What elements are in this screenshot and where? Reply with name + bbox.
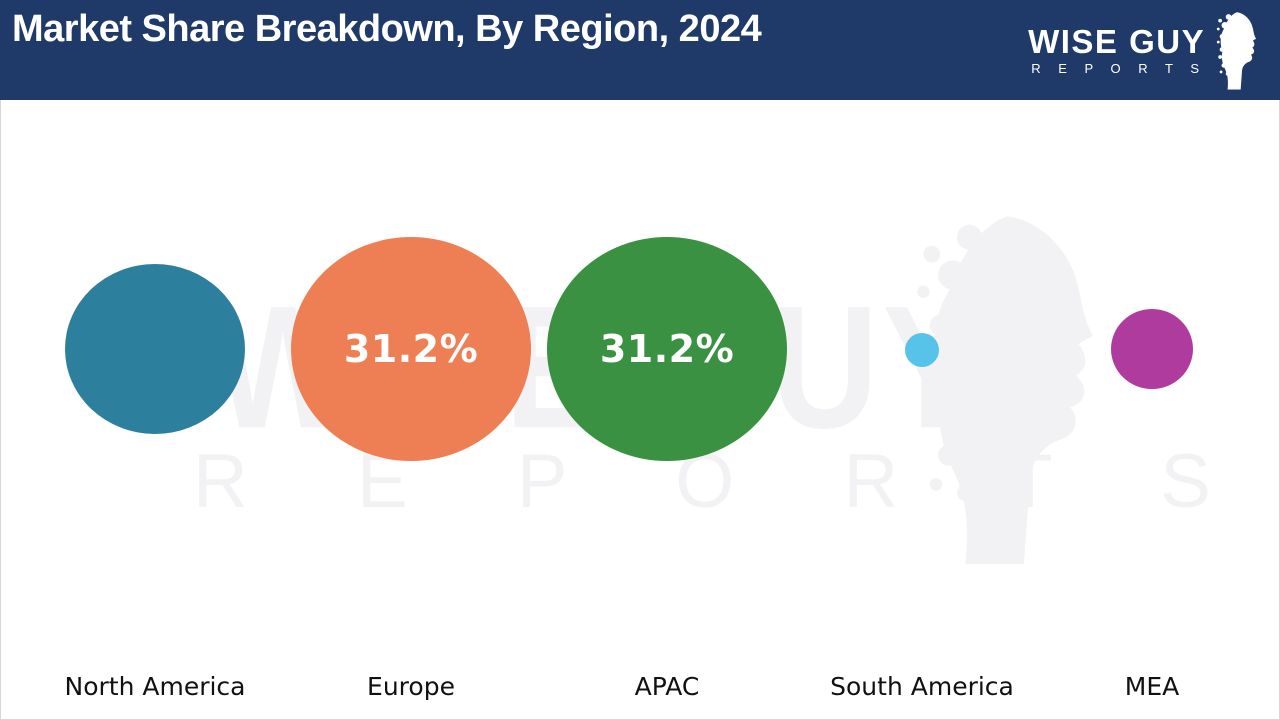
bubble-south-america <box>905 333 939 367</box>
watermark-face-icon <box>853 208 1153 564</box>
chart-area: WISE GUY R E P O R T S North America31.2… <box>0 100 1280 720</box>
brand-text: WISE GUY R E P O R T S <box>1027 25 1206 75</box>
brand-logo: WISE GUY R E P O R T S <box>1027 6 1264 94</box>
category-label-north-america: North America <box>64 672 246 701</box>
bubble-value-label: 31.2% <box>343 327 479 371</box>
bubble-apac: 31.2% <box>547 237 787 461</box>
brand-name: WISE GUY <box>1028 23 1206 60</box>
bubble-europe: 31.2% <box>291 237 531 461</box>
bubble-north-america <box>65 264 245 434</box>
category-label-south-america: South America <box>830 672 1014 701</box>
brand-face-icon <box>1208 9 1264 91</box>
header: Market Share Breakdown, By Region, 2024 … <box>0 0 1280 100</box>
bubble-mea <box>1111 309 1193 389</box>
category-label-europe: Europe <box>367 672 455 701</box>
watermark-tagline: R E P O R T S <box>193 439 1255 524</box>
bubble-value-label: 31.2% <box>599 327 735 371</box>
category-label-mea: MEA <box>1124 672 1180 701</box>
category-label-apac: APAC <box>634 672 700 701</box>
brand-tagline: R E P O R T S <box>1031 61 1206 76</box>
page-title: Market Share Breakdown, By Region, 2024 <box>12 8 762 50</box>
